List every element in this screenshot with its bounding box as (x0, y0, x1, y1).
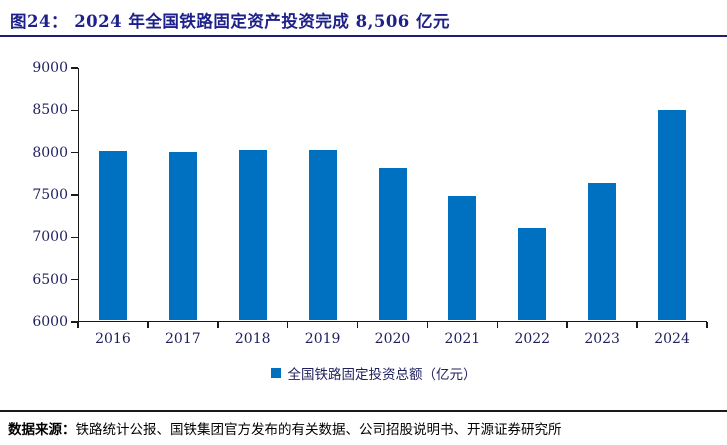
x-axis-label-2024: 2024 (654, 331, 690, 347)
x-axis-label-2020: 2020 (374, 331, 411, 347)
x-axis-label-2018: 2018 (234, 331, 271, 347)
bar-2018 (238, 150, 267, 321)
x-axis-label-2021: 2021 (444, 331, 481, 347)
y-axis-tick-label: 7000 (32, 229, 68, 246)
data-source-text: 铁路统计公报、国铁集团官方发布的有关数据、公司招股说明书、开源证券研究所 (75, 422, 562, 438)
x-axis-tick (636, 322, 638, 328)
y-axis-tick (71, 278, 78, 281)
y-axis-tick-label: 6500 (32, 271, 68, 288)
x-axis-label-2016: 2016 (95, 331, 131, 347)
y-axis-tick (71, 151, 78, 154)
source-divider (0, 410, 727, 412)
y-axis-tick-label: 6000 (32, 314, 68, 330)
x-axis-tick (566, 322, 568, 328)
y-axis-tick-label: 7500 (32, 187, 68, 203)
y-axis-tick (71, 109, 78, 112)
data-source-prefix: 数据来源： (8, 422, 76, 438)
x-axis-label-2019: 2019 (304, 331, 341, 347)
bar-2020 (378, 167, 407, 321)
y-axis-tick (71, 321, 78, 323)
legend: 全国铁路固定投资总额（亿元） (20, 363, 727, 383)
x-axis-tick (496, 322, 499, 328)
legend-swatch-icon (270, 368, 281, 378)
figure-title: 图24： 2024 年全国铁路固定资产投资完成 8,506 亿元 (10, 12, 451, 31)
y-axis-tick-label: 8500 (32, 102, 68, 119)
plot-area (78, 68, 707, 322)
x-axis-tick (147, 322, 149, 328)
y-axis-tick-label: 9000 (32, 60, 68, 76)
bar-2024 (658, 109, 687, 321)
x-axis-tick (77, 322, 79, 328)
x-axis-tick (706, 322, 708, 328)
bar-2019 (308, 150, 337, 321)
bar-2017 (168, 151, 197, 321)
bar-2021 (448, 195, 477, 321)
x-axis-tick (217, 322, 219, 328)
y-axis-tick-label: 8000 (32, 144, 68, 161)
data-source-note: 数据来源：铁路统计公报、国铁集团官方发布的有关数据、公司招股说明书、开源证券研究… (8, 418, 723, 438)
legend-label: 全国铁路固定投资总额（亿元） (287, 367, 477, 383)
bar-2023 (588, 182, 617, 321)
x-axis-tick (356, 322, 359, 328)
x-axis-tick (426, 322, 429, 328)
y-axis-tick (71, 236, 78, 239)
y-axis-tick (71, 194, 78, 196)
title-divider (0, 35, 727, 37)
y-axis-tick (71, 67, 78, 69)
x-axis-label-2022: 2022 (514, 331, 551, 347)
bar-2022 (518, 228, 547, 321)
x-axis-label-2023: 2023 (584, 331, 620, 347)
x-axis-tick (286, 322, 289, 328)
bar-2016 (98, 151, 127, 321)
x-axis-label-2017: 2017 (165, 331, 201, 347)
